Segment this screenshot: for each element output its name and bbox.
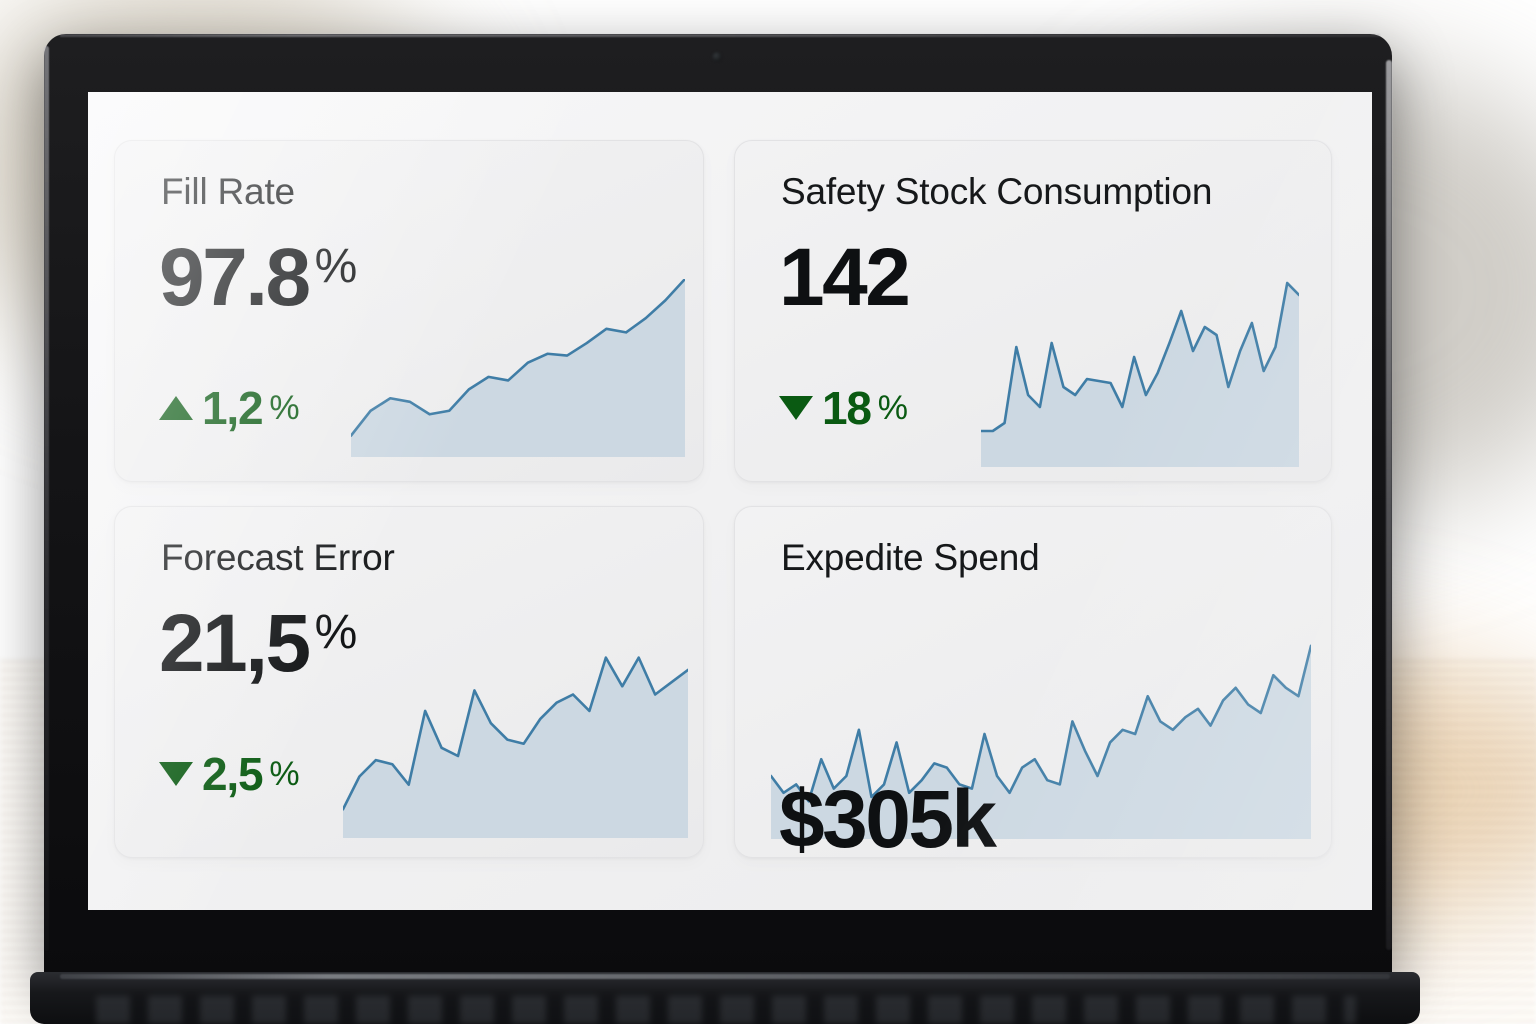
laptop-base-lip: [60, 974, 1390, 979]
sparkline-safety-stock: [981, 267, 1299, 467]
laptop-lid-top-rim: [60, 34, 1380, 37]
card-delta-forecast-error: 2,5 %: [159, 747, 300, 801]
card-delta-unit-forecast-error: %: [269, 754, 300, 793]
card-value-number-expedite-spend: $305k: [779, 774, 997, 858]
card-value-number-fill-rate: 97.8: [159, 232, 311, 323]
kpi-card-safety-stock[interactable]: Safety Stock Consumption 142 18 %: [734, 140, 1332, 482]
card-title-forecast-error: Forecast Error: [161, 537, 395, 578]
card-delta-fill-rate: 1,2 %: [159, 381, 300, 435]
card-delta-value-safety-stock: 18: [822, 382, 872, 434]
sparkline-svg-safety-stock: [981, 267, 1299, 467]
laptop-lid-left-rim: [44, 46, 49, 951]
card-value-expedite-spend: $305k: [779, 779, 1001, 858]
sparkline-svg-forecast-error: [343, 633, 688, 838]
card-delta-unit-safety-stock: %: [877, 388, 908, 427]
card-value-fill-rate: 97.8 %: [159, 232, 357, 323]
kpi-card-expedite-spend[interactable]: Expedite Spend $305k: [734, 506, 1332, 858]
card-delta-safety-stock: 18 %: [779, 381, 908, 435]
card-value-number-safety-stock: 142: [779, 232, 911, 323]
triangle-down-icon: [779, 396, 813, 420]
card-value-safety-stock: 142: [779, 237, 914, 319]
card-title-fill-rate: Fill Rate: [161, 171, 295, 212]
kpi-card-fill-rate[interactable]: Fill Rate 97.8 % 1,2 %: [114, 140, 704, 482]
laptop-keyboard: [96, 996, 1356, 1024]
card-delta-value-fill-rate: 1,2: [202, 382, 264, 434]
card-title-safety-stock: Safety Stock Consumption: [781, 171, 1213, 212]
card-delta-unit-fill-rate: %: [269, 388, 300, 427]
laptop-screen: Fill Rate 97.8 % 1,2 % Safety Stock Cons…: [88, 92, 1372, 910]
kpi-dashboard-grid: Fill Rate 97.8 % 1,2 % Safety Stock Cons…: [114, 140, 1346, 858]
card-title-expedite-spend: Expedite Spend: [781, 537, 1040, 578]
card-value-number-forecast-error: 21,5: [159, 598, 311, 689]
sparkline-forecast-error: [343, 633, 688, 838]
laptop-lid-right-rim: [1386, 60, 1392, 950]
triangle-up-icon: [159, 396, 193, 420]
card-value-forecast-error: 21,5 %: [159, 598, 357, 689]
card-delta-value-forecast-error: 2,5: [202, 748, 264, 800]
webcam-dot-icon: [712, 52, 722, 62]
sparkline-svg-fill-rate: [351, 279, 685, 457]
kpi-card-forecast-error[interactable]: Forecast Error 21,5 % 2,5 %: [114, 506, 704, 858]
triangle-down-icon: [159, 762, 193, 786]
sparkline-fill-rate: [351, 279, 685, 457]
